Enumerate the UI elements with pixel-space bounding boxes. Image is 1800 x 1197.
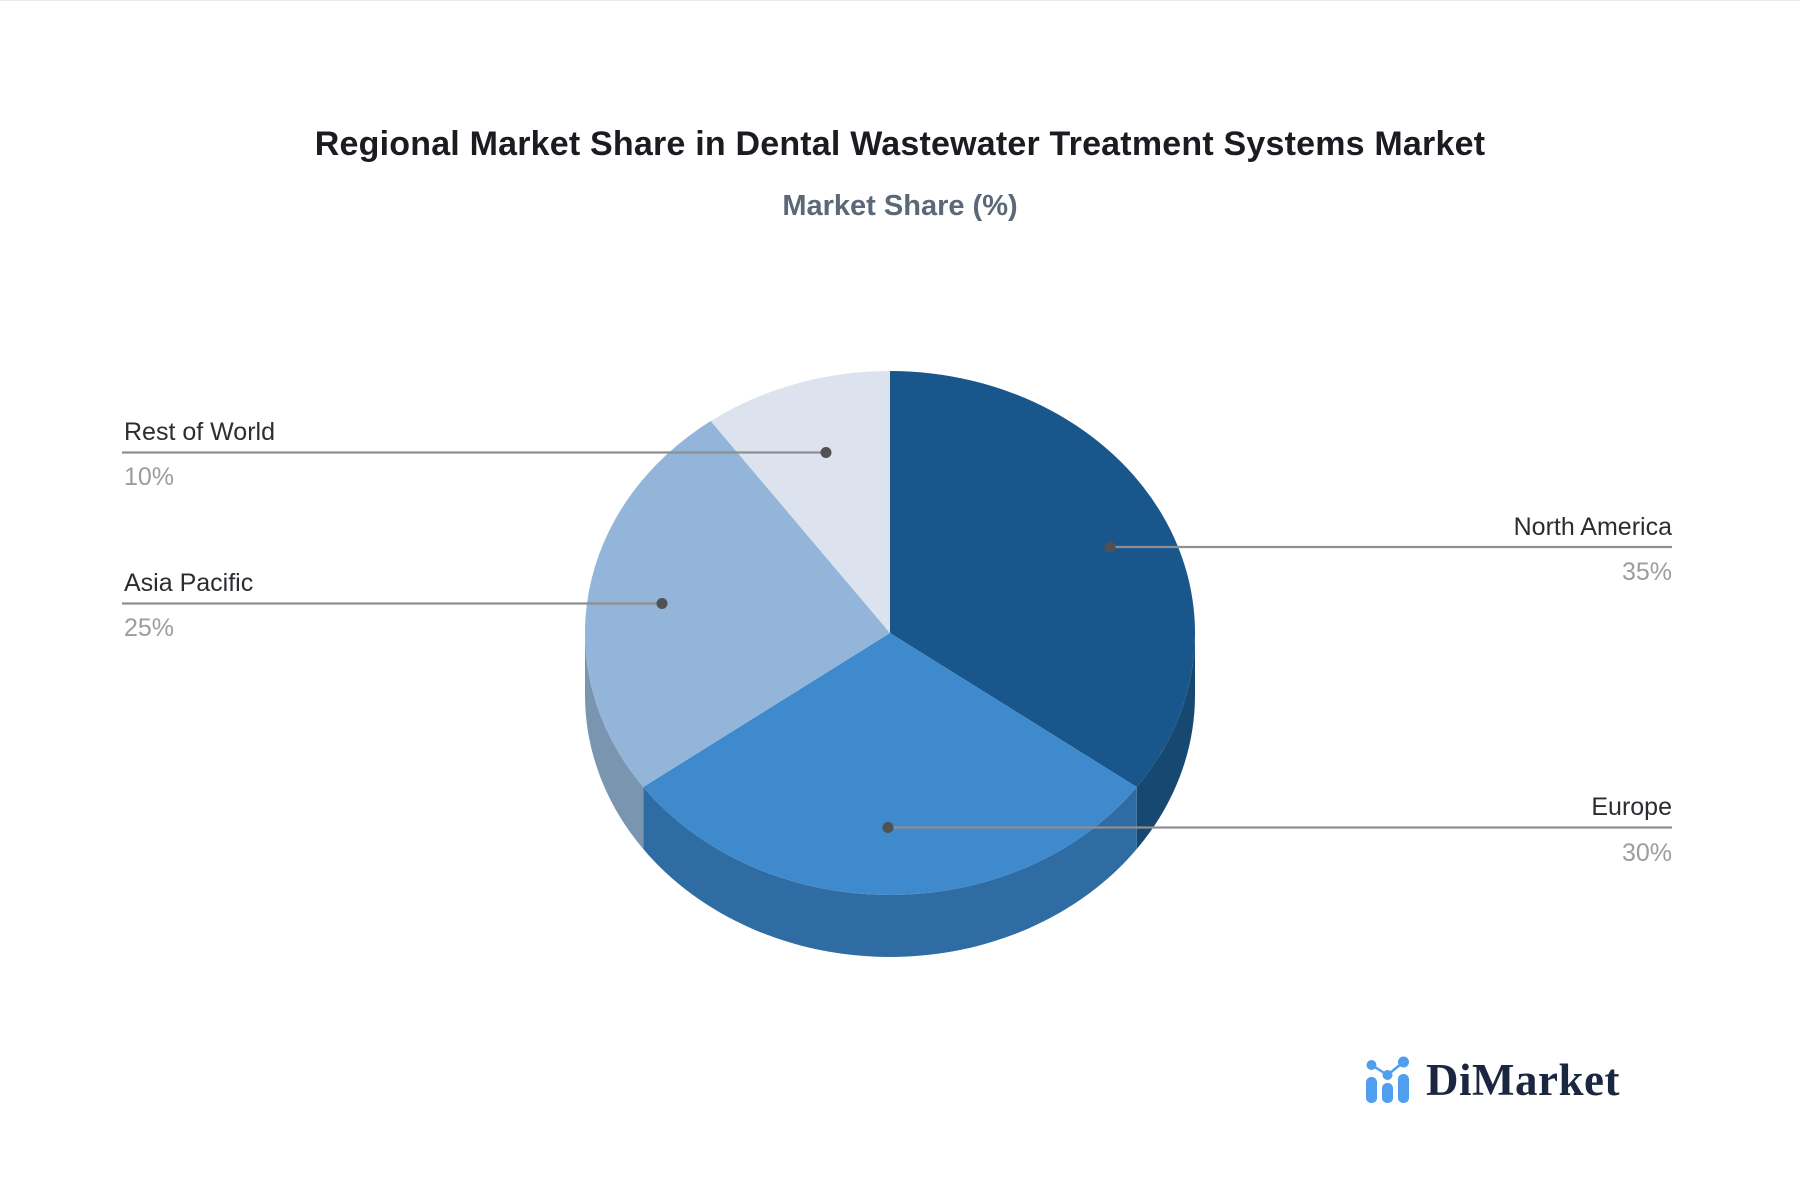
pie-slice-europe[interactable] (643, 633, 1137, 896)
brand-name: DiMarket (1426, 1055, 1620, 1105)
callout-percent-europe: 30% (1621, 839, 1672, 867)
callout-percent-rest-of-world: 10% (124, 463, 175, 491)
callout-label-europe: Europe (1591, 793, 1672, 821)
pie-slice-side-europe (643, 786, 1137, 958)
callout-percent-north-america: 35% (1621, 558, 1672, 586)
leader-dot-asia-pacific (656, 598, 668, 609)
pie-slice-rest-of-world[interactable] (710, 371, 890, 633)
pie-slice-side-north-america (1136, 633, 1195, 849)
callout-percent-asia-pacific: 25% (124, 614, 175, 642)
chart-title: Regional Market Share in Dental Wastewat… (314, 125, 1486, 163)
pie-slice-side-asia-pacific (585, 633, 644, 849)
callout-label-north-america: North America (1513, 513, 1672, 541)
pie-slice-asia-pacific[interactable] (585, 421, 890, 787)
callout-label-rest-of-world: Rest of World (124, 418, 275, 446)
pie-slice-north-america[interactable] (890, 371, 1196, 787)
bar-line-chart-logo-icon (1366, 1056, 1409, 1103)
callout-label-asia-pacific: Asia Pacific (124, 569, 254, 597)
leader-dot-europe (882, 822, 894, 833)
leader-dot-rest-of-world (820, 447, 832, 458)
brand-logo: DiMarket (1360, 1039, 1620, 1103)
leader-dot-north-america (1104, 541, 1116, 553)
chart-subtitle: Market Share (%) (782, 190, 1018, 222)
